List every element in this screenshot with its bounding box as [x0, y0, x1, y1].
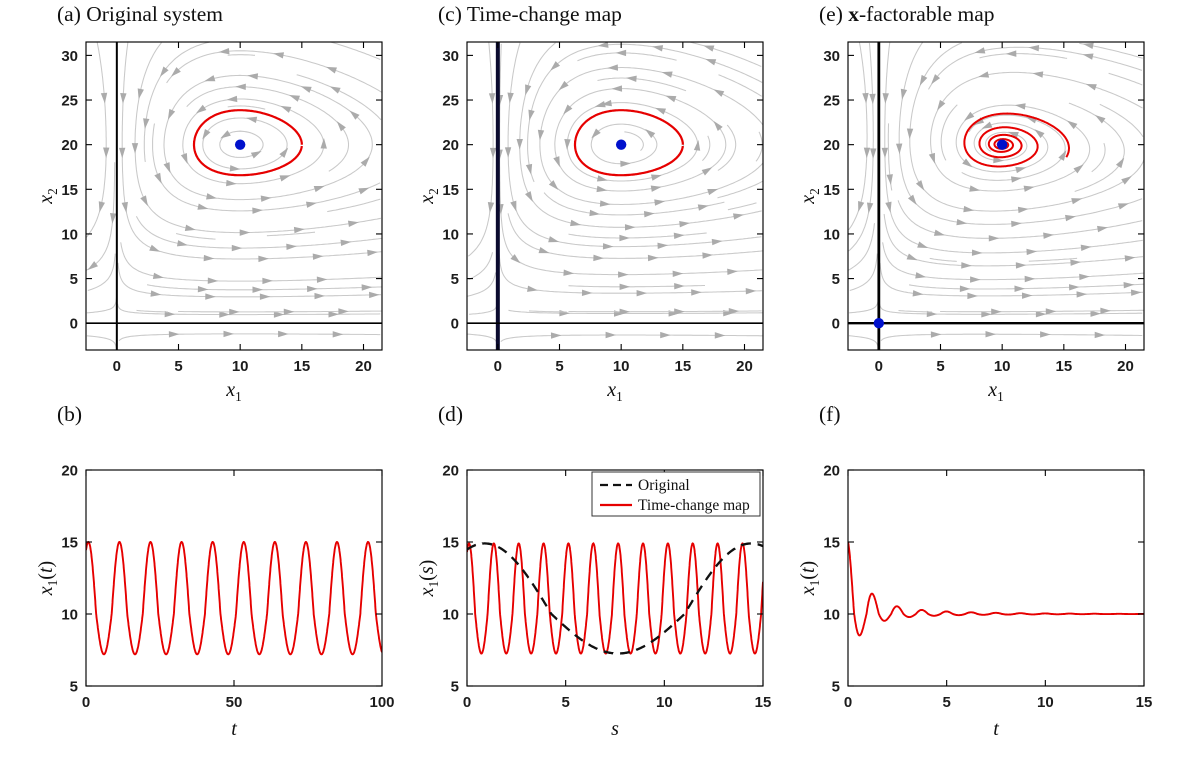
- svg-text:10: 10: [61, 226, 78, 243]
- svg-text:15: 15: [755, 694, 772, 711]
- svg-text:x1: x1: [225, 379, 241, 404]
- svg-text:x1(t): x1(t): [35, 561, 60, 596]
- svg-text:20: 20: [355, 358, 372, 375]
- svg-text:Original: Original: [638, 477, 690, 494]
- panel-title-e-prefix: (e): [819, 2, 849, 26]
- svg-text:5: 5: [451, 271, 459, 288]
- phase-plot-time-change: 0 5 10 15 20 0 5 10 15 20 25 30 x1 x2: [416, 41, 764, 404]
- svg-text:5: 5: [936, 358, 944, 375]
- svg-text:10: 10: [613, 358, 630, 375]
- svg-text:5: 5: [70, 679, 78, 696]
- svg-text:0: 0: [494, 358, 502, 375]
- svg-text:10: 10: [823, 226, 840, 243]
- svg-text:0: 0: [70, 316, 78, 333]
- svg-text:0: 0: [463, 694, 471, 711]
- svg-text:x1(t): x1(t): [797, 561, 822, 596]
- svg-text:10: 10: [823, 607, 840, 624]
- svg-text:s: s: [611, 718, 619, 740]
- svg-text:10: 10: [61, 607, 78, 624]
- svg-text:20: 20: [736, 358, 753, 375]
- panel-title-e-bold-x: x: [848, 2, 859, 26]
- svg-text:30: 30: [61, 48, 78, 65]
- svg-text:x2: x2: [797, 188, 822, 204]
- svg-text:20: 20: [823, 463, 840, 480]
- svg-text:100: 100: [369, 694, 394, 711]
- svg-text:Time-change map: Time-change map: [638, 497, 750, 514]
- svg-text:x1(s): x1(s): [416, 560, 441, 598]
- svg-text:20: 20: [823, 137, 840, 154]
- svg-text:x2: x2: [416, 188, 441, 204]
- timeseries-plot-original: 0 50 100 5 10 15 20 t x1(t): [35, 463, 395, 741]
- svg-text:30: 30: [442, 48, 459, 65]
- svg-text:10: 10: [994, 358, 1011, 375]
- svg-text:25: 25: [61, 93, 78, 110]
- panel-label-d: (d): [438, 402, 464, 426]
- svg-text:0: 0: [844, 694, 852, 711]
- panel-label-f: (f): [819, 402, 841, 426]
- svg-text:5: 5: [561, 694, 569, 711]
- svg-text:30: 30: [823, 48, 840, 65]
- svg-text:0: 0: [832, 316, 840, 333]
- svg-text:20: 20: [61, 137, 78, 154]
- svg-text:5: 5: [555, 358, 563, 375]
- svg-text:10: 10: [442, 226, 459, 243]
- svg-text:5: 5: [832, 271, 840, 288]
- svg-text:15: 15: [61, 535, 78, 552]
- svg-text:15: 15: [1055, 358, 1072, 375]
- svg-text:25: 25: [442, 93, 459, 110]
- phase-plot-x-factorable: 0 5 10 15 20 0 5 10 15 20 25 30 x1 x2: [797, 41, 1145, 404]
- svg-text:t: t: [231, 718, 237, 740]
- svg-text:0: 0: [451, 316, 459, 333]
- phase-plot-original: 0 5 10 15 20 0 5 10 15 20 25 30 x1 x2: [35, 41, 383, 404]
- svg-text:20: 20: [442, 137, 459, 154]
- svg-text:15: 15: [442, 535, 459, 552]
- panel-title-a: (a) Original system: [57, 2, 223, 26]
- svg-text:15: 15: [293, 358, 310, 375]
- svg-text:x1: x1: [606, 379, 622, 404]
- svg-text:50: 50: [226, 694, 243, 711]
- svg-text:0: 0: [113, 358, 121, 375]
- svg-text:0: 0: [875, 358, 883, 375]
- svg-text:15: 15: [1136, 694, 1153, 711]
- svg-text:20: 20: [61, 463, 78, 480]
- svg-text:0: 0: [82, 694, 90, 711]
- svg-text:10: 10: [656, 694, 673, 711]
- svg-text:15: 15: [61, 182, 78, 199]
- svg-text:5: 5: [942, 694, 950, 711]
- svg-text:20: 20: [442, 463, 459, 480]
- svg-text:x2: x2: [35, 188, 60, 204]
- svg-text:15: 15: [823, 535, 840, 552]
- svg-text:5: 5: [832, 679, 840, 696]
- svg-text:10: 10: [1037, 694, 1054, 711]
- svg-text:t: t: [993, 718, 999, 740]
- panel-title-c: (c) Time-change map: [438, 2, 622, 26]
- svg-text:25: 25: [823, 93, 840, 110]
- svg-text:10: 10: [442, 607, 459, 624]
- panel-label-b: (b): [57, 402, 83, 426]
- svg-text:20: 20: [1117, 358, 1134, 375]
- panel-title-e: (e) x-factorable map: [819, 2, 995, 27]
- svg-text:15: 15: [674, 358, 691, 375]
- svg-text:5: 5: [451, 679, 459, 696]
- svg-text:x1: x1: [987, 379, 1003, 404]
- panel-title-e-suffix: -factorable map: [859, 2, 995, 26]
- svg-text:15: 15: [823, 182, 840, 199]
- svg-text:5: 5: [174, 358, 182, 375]
- svg-text:10: 10: [232, 358, 249, 375]
- svg-text:15: 15: [442, 182, 459, 199]
- svg-text:5: 5: [70, 271, 78, 288]
